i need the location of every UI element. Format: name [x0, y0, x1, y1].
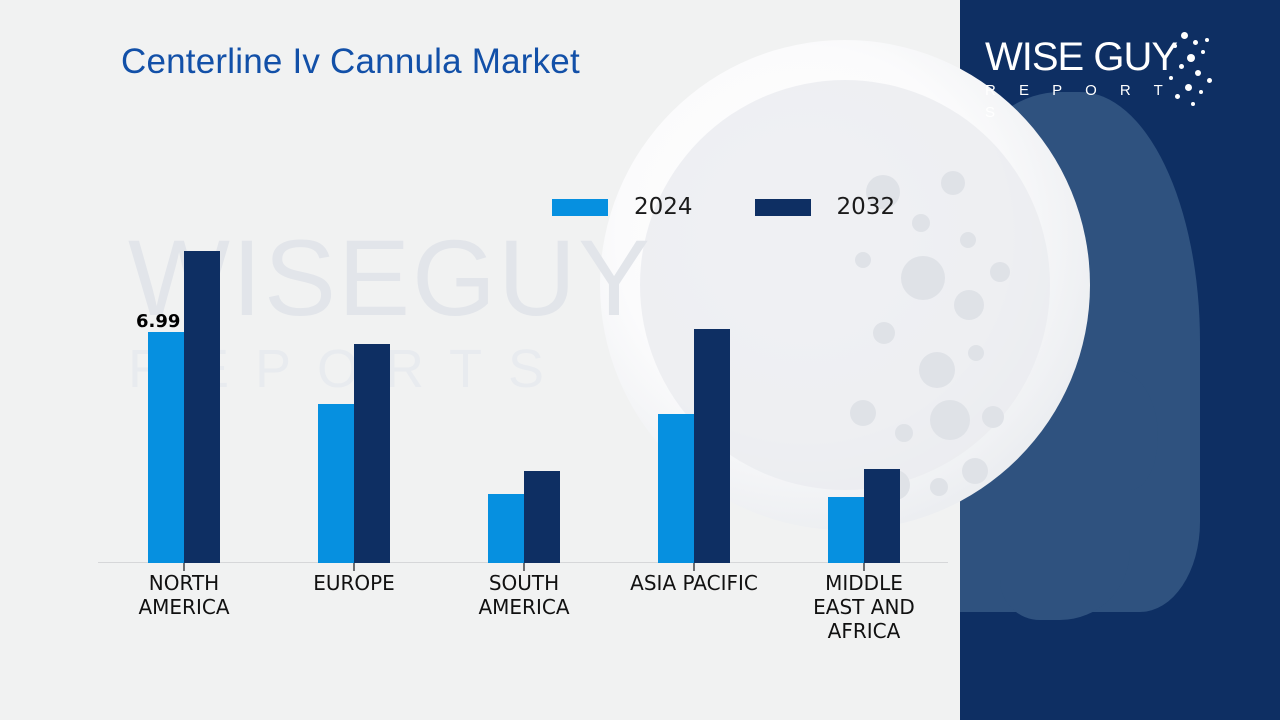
molecule-dot	[895, 424, 913, 442]
molecule-dot	[901, 256, 945, 300]
molecule-dot	[941, 171, 965, 195]
molecule-dot	[982, 406, 1004, 428]
bar-group-south-america: SOUTH AMERICA	[462, 150, 586, 619]
x-axis-label-asia-pacific: ASIA PACIFIC	[630, 571, 758, 595]
molecule-dot	[850, 400, 876, 426]
bar-value-label: 6.99	[136, 311, 181, 332]
molecule-dot	[962, 458, 988, 484]
bar-2024-europe[interactable]	[318, 404, 354, 563]
bar-group-asia-pacific: ASIA PACIFIC	[630, 150, 758, 595]
logo-dot-cluster-icon	[1135, 30, 1215, 116]
x-axis-label-south-america: SOUTH AMERICA	[478, 571, 570, 619]
bar-2032-north-america[interactable]	[184, 251, 220, 563]
molecule-dot	[930, 478, 948, 496]
x-axis-tick	[353, 563, 355, 571]
bar-group-middle-east-and-africa: MIDDLE EAST AND AFRICA	[802, 150, 926, 643]
molecule-dot	[919, 352, 955, 388]
legend-swatch-2032	[754, 198, 811, 216]
molecule-dot	[930, 400, 970, 440]
bar-2032-south-america[interactable]	[524, 471, 560, 563]
logo: WISE GUY R E P O R T S	[985, 32, 1212, 121]
bar-group-europe: EUROPE	[292, 150, 416, 595]
molecule-dot	[873, 322, 895, 344]
logo-secondary-text: R E P O R T S	[985, 82, 1173, 121]
x-axis-label-europe: EUROPE	[313, 571, 395, 595]
bar-2032-europe[interactable]	[354, 344, 390, 563]
x-axis-label-middle-east-and-africa: MIDDLE EAST AND AFRICA	[813, 571, 915, 643]
legend-label-2032: 2032	[836, 194, 896, 220]
bar-2024-south-america[interactable]	[488, 494, 524, 563]
bar-2024-asia-pacific[interactable]	[658, 414, 694, 563]
bar-2024-middle-east-and-africa[interactable]	[828, 497, 864, 563]
x-axis-label-north-america: NORTH AMERICA	[138, 571, 230, 619]
molecule-dot	[954, 290, 984, 320]
x-axis-tick	[523, 563, 525, 571]
legend-swatch-2024	[552, 198, 608, 216]
head-chin-shape	[1000, 440, 1130, 620]
chart: Market Size in USD Billion 2024 2032 6.9…	[98, 150, 948, 643]
legend-item-2032[interactable]: 2032	[754, 194, 896, 220]
page-title: Centerline Iv Cannula Market	[121, 42, 580, 81]
molecule-dot	[855, 252, 871, 268]
bar-group-north-america: 6.99 NORTH AMERICA	[122, 150, 246, 619]
logo-primary-text: WISE GUY	[985, 35, 1178, 79]
molecule-dot	[866, 175, 900, 209]
legend-item-2024[interactable]: 2024	[552, 194, 693, 220]
chart-legend: 2024 2032	[552, 194, 895, 220]
molecule-dot	[912, 214, 930, 232]
bar-2024-north-america[interactable]	[148, 332, 184, 563]
molecule-dot	[960, 232, 976, 248]
legend-label-2024: 2024	[634, 194, 693, 220]
bar-2032-asia-pacific[interactable]	[694, 329, 730, 563]
molecule-dot	[990, 262, 1010, 282]
bar-2032-middle-east-and-africa[interactable]	[864, 469, 900, 563]
x-axis-tick	[693, 563, 695, 571]
plot-area: 6.99 NORTH AMERICA EUROPE	[98, 150, 948, 643]
x-axis-tick	[183, 563, 185, 571]
x-axis-tick	[863, 563, 865, 571]
molecule-dot	[968, 345, 984, 361]
